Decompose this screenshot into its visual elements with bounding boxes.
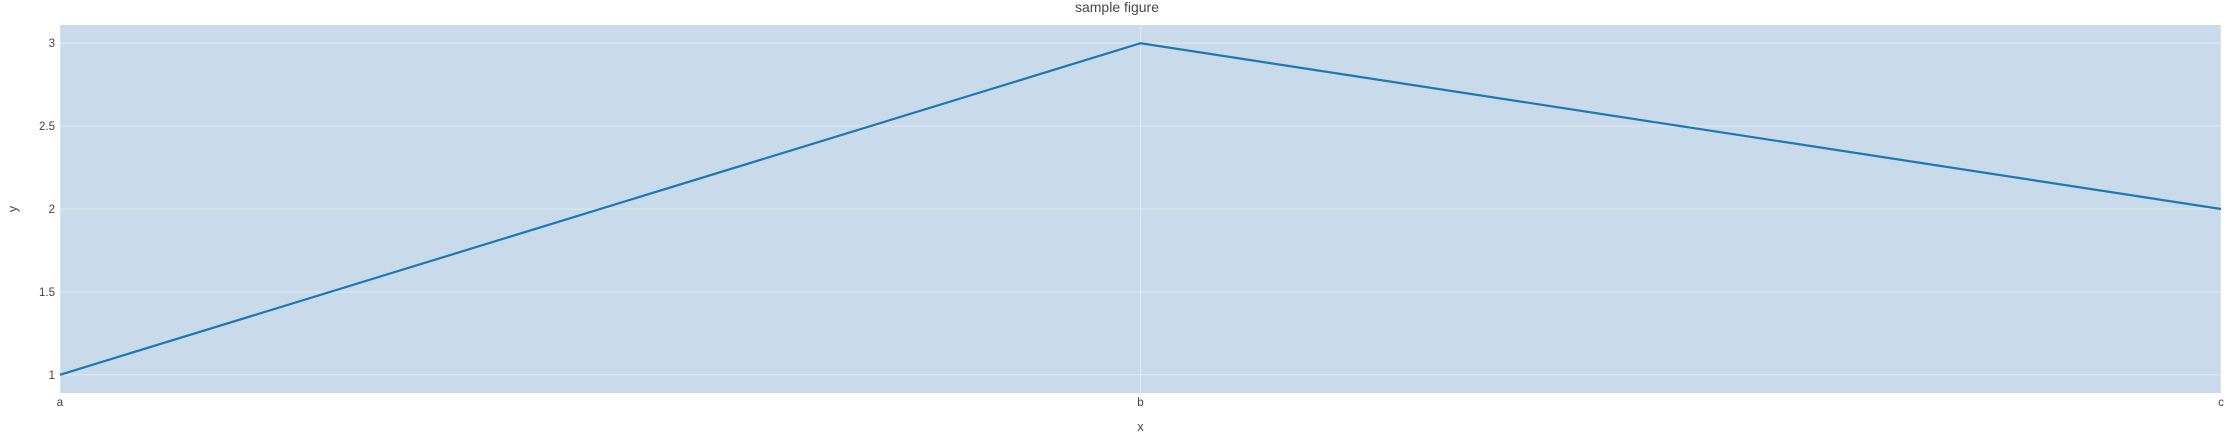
y-tick-label: 2.5	[39, 121, 55, 133]
x-tick-label: b	[1137, 397, 1143, 409]
tick-label-layer: 1 1.5 2 2.5 3 a b c	[39, 38, 2224, 409]
x-axis-title: x	[1137, 420, 1144, 434]
x-tick-label: c	[2218, 397, 2224, 409]
plot-area[interactable]	[60, 25, 2221, 393]
x-tick-label: a	[57, 397, 64, 409]
plot-background-layer	[60, 25, 2221, 393]
y-tick-label: 1.5	[39, 287, 55, 299]
y-axis-title: y	[6, 205, 20, 212]
series-layer	[59, 42, 2222, 376]
y-tick-label: 3	[49, 38, 55, 50]
gridline-layer	[59, 25, 2222, 393]
line-series	[59, 42, 2222, 376]
y-tick-label: 2	[49, 204, 55, 216]
y-tick-label: 1	[49, 370, 55, 382]
chart-title: sample figure	[1075, 0, 1159, 15]
